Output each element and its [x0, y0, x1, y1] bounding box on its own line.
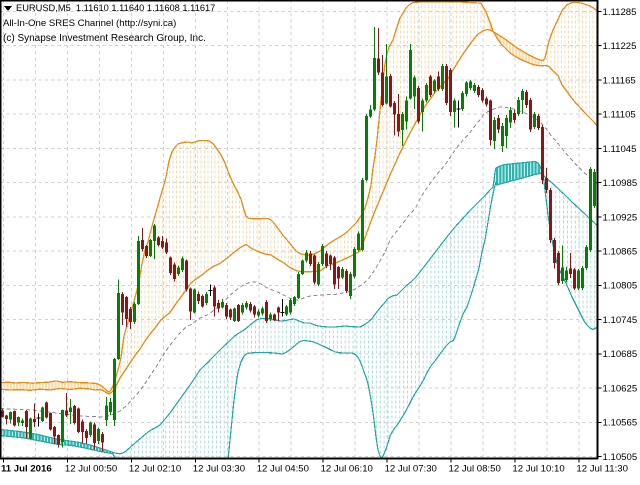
svg-text:1.10805: 1.10805 — [603, 281, 638, 292]
svg-text:12 Jul 04:50: 12 Jul 04:50 — [257, 464, 309, 475]
svg-text:1.10565: 1.10565 — [603, 418, 638, 429]
svg-text:11 Jul 2016: 11 Jul 2016 — [1, 464, 52, 475]
svg-text:12 Jul 06:10: 12 Jul 06:10 — [321, 464, 373, 475]
svg-text:1.10925: 1.10925 — [603, 212, 638, 223]
svg-text:1.10685: 1.10685 — [603, 349, 638, 360]
svg-text:1.10625: 1.10625 — [603, 383, 638, 394]
svg-text:All-In-One SRES Channel (http:: All-In-One SRES Channel (http://syni.ca) — [3, 18, 176, 29]
svg-text:1.11045: 1.11045 — [603, 144, 637, 155]
svg-text:1.10745: 1.10745 — [603, 315, 638, 326]
svg-text:12 Jul 03:30: 12 Jul 03:30 — [193, 464, 245, 475]
svg-text:1.11165: 1.11165 — [603, 75, 636, 86]
svg-text:1.10865: 1.10865 — [603, 247, 638, 258]
svg-text:12 Jul 02:10: 12 Jul 02:10 — [129, 464, 181, 475]
svg-text:EURUSD,M5 1.11610 1.11640 1.1: EURUSD,M5 1.11610 1.11640 1.11608 1.1161… — [16, 3, 215, 13]
svg-text:1.11105: 1.11105 — [603, 110, 636, 121]
svg-text:12 Jul 08:50: 12 Jul 08:50 — [449, 464, 501, 475]
svg-text:1.10505: 1.10505 — [603, 452, 638, 463]
svg-text:(c) Synapse Investment Researc: (c) Synapse Investment Research Group, I… — [3, 33, 206, 44]
svg-text:12 Jul 00:50: 12 Jul 00:50 — [65, 464, 117, 475]
svg-text:12 Jul 10:10: 12 Jul 10:10 — [512, 464, 564, 475]
svg-text:1.11285: 1.11285 — [603, 7, 637, 18]
svg-text:1.10985: 1.10985 — [603, 178, 638, 189]
svg-text:12 Jul 11:30: 12 Jul 11:30 — [576, 464, 628, 475]
svg-text:12 Jul 07:30: 12 Jul 07:30 — [385, 464, 437, 475]
svg-text:1.11225: 1.11225 — [603, 41, 637, 52]
